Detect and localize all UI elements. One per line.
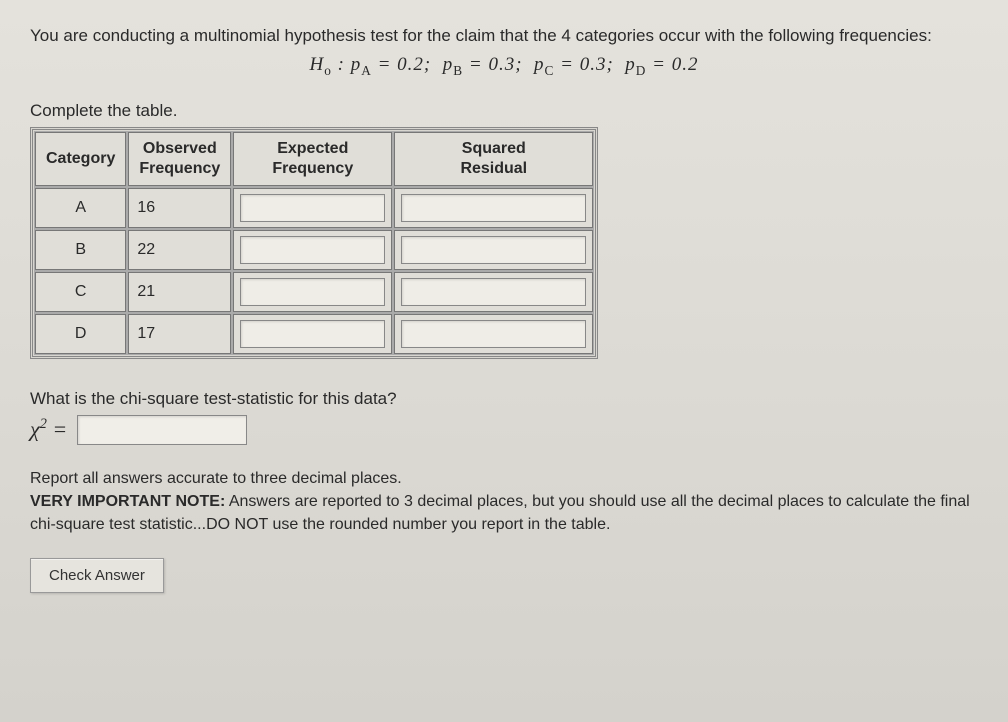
- category-cell: A: [35, 188, 126, 228]
- chi-square-input[interactable]: [77, 415, 247, 445]
- residual-input[interactable]: [401, 278, 586, 306]
- header-expected: Expected Frequency: [233, 132, 392, 186]
- residual-input[interactable]: [401, 236, 586, 264]
- table-header-row: Category Observed Frequency Expected Fre…: [35, 132, 593, 186]
- table-row: D 17: [35, 314, 593, 354]
- header-category: Category: [35, 132, 126, 186]
- complete-table-text: Complete the table.: [30, 101, 978, 121]
- table-row: A 16: [35, 188, 593, 228]
- note-line2: VERY IMPORTANT NOTE: Answers are reporte…: [30, 490, 978, 536]
- note-bold: VERY IMPORTANT NOTE:: [30, 493, 225, 510]
- table-row: C 21: [35, 272, 593, 312]
- expected-input[interactable]: [240, 194, 385, 222]
- intro-text: You are conducting a multinomial hypothe…: [30, 24, 978, 48]
- observed-cell: 16: [128, 188, 231, 228]
- observed-cell: 22: [128, 230, 231, 270]
- question-page: You are conducting a multinomial hypothe…: [0, 0, 1008, 722]
- chi-symbol: χ2 =: [30, 416, 67, 442]
- header-residual: Squared Residual: [394, 132, 593, 186]
- observed-cell: 21: [128, 272, 231, 312]
- header-observed: Observed Frequency: [128, 132, 231, 186]
- expected-input[interactable]: [240, 278, 385, 306]
- residual-input[interactable]: [401, 320, 586, 348]
- note-block: Report all answers accurate to three dec…: [30, 467, 978, 537]
- check-answer-button[interactable]: Check Answer: [30, 558, 164, 593]
- residual-input[interactable]: [401, 194, 586, 222]
- category-cell: B: [35, 230, 126, 270]
- note-line1: Report all answers accurate to three dec…: [30, 467, 978, 490]
- chi-square-question: What is the chi-square test-statistic fo…: [30, 389, 978, 409]
- expected-input[interactable]: [240, 236, 385, 264]
- expected-input[interactable]: [240, 320, 385, 348]
- observed-cell: 17: [128, 314, 231, 354]
- null-hypothesis: Ho : pA = 0.2; pB = 0.3; pC = 0.3; pD = …: [30, 54, 978, 79]
- frequency-table: Category Observed Frequency Expected Fre…: [30, 127, 598, 359]
- category-cell: C: [35, 272, 126, 312]
- chi-square-row: χ2 =: [30, 415, 978, 445]
- category-cell: D: [35, 314, 126, 354]
- table-row: B 22: [35, 230, 593, 270]
